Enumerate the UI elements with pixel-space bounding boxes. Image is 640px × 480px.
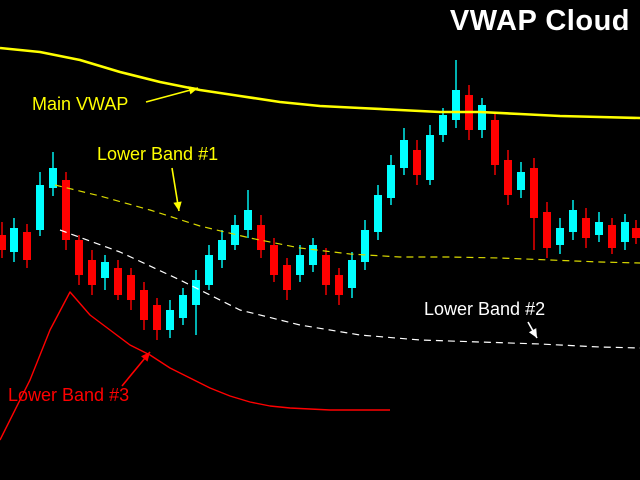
main-vwap-label: Main VWAP: [32, 94, 129, 114]
candles: [0, 60, 640, 340]
overlay-lower-band-2: [59, 229, 640, 349]
annotation-arrow-0: [145, 86, 199, 103]
lower-band-2-label: Lower Band #2: [424, 299, 546, 319]
annotation-arrow-1: [171, 167, 182, 212]
overlay-main-vwap: [0, 46, 640, 120]
chart-title: VWAP Cloud: [449, 5, 630, 37]
overlay-lower-band-1: [54, 184, 640, 264]
overlay-lower-band-3: [0, 291, 390, 441]
annotation-arrow-2: [527, 321, 538, 339]
annotation-arrow-3: [121, 351, 151, 387]
lower-band-1-label: Lower Band #1: [97, 144, 219, 164]
lower-band-3-label: Lower Band #3: [8, 385, 130, 405]
